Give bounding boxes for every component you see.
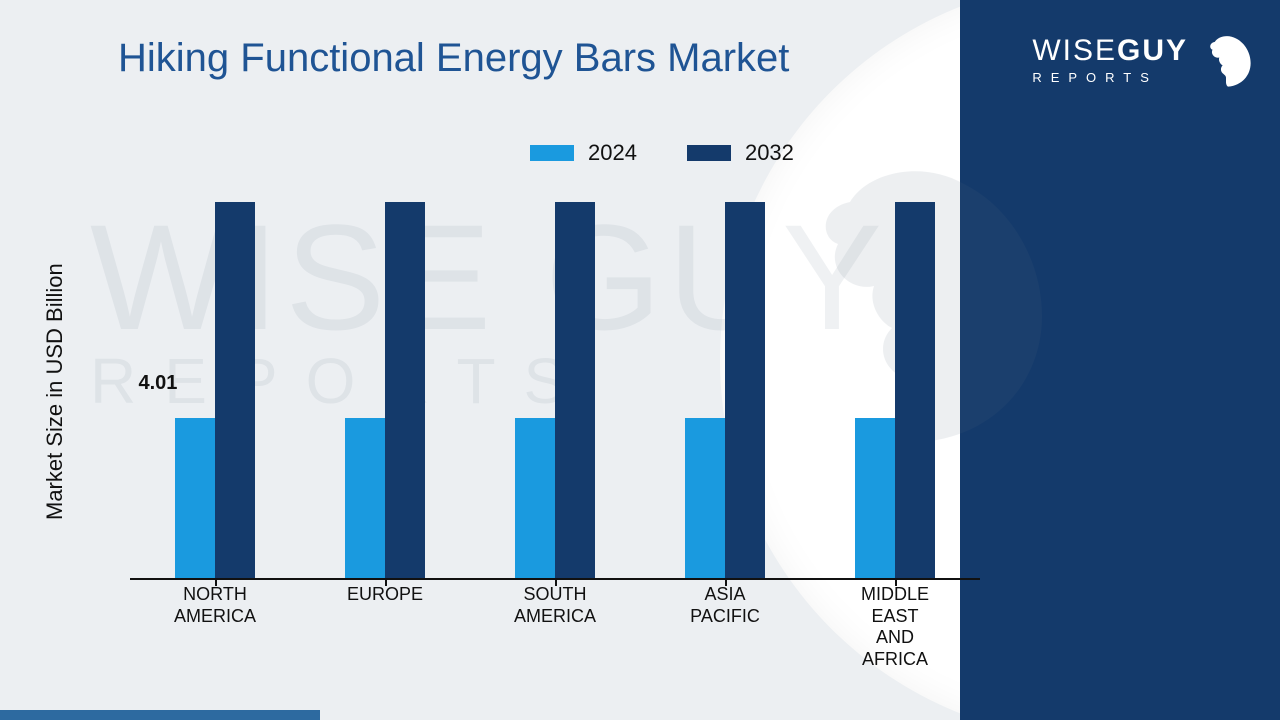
bar [895,202,935,578]
brand-logo: WISEGUY REPORTS [1032,34,1254,90]
bottom-accent-bar [0,710,320,720]
brand-subline: REPORTS [1032,70,1188,85]
x-axis-category-label: SOUTHAMERICA [479,584,632,670]
legend-label-2032: 2032 [745,140,794,166]
bar [385,202,425,578]
bar [515,418,555,578]
x-axis-category-label: ASIAPACIFIC [649,584,802,670]
chart-title: Hiking Functional Energy Bars Market [118,36,860,80]
x-axis-category-label: NORTHAMERICA [139,584,292,670]
legend-swatch-2024 [530,145,574,161]
bar [345,418,385,578]
bar-group [479,202,632,578]
bar-group: 4.01 [139,202,292,578]
bar-group [819,202,972,578]
bar [685,418,725,578]
bar [555,202,595,578]
y-axis-label: Market Size in USD Billion [42,202,68,582]
plot-region: 4.01 [130,180,980,580]
legend-label-2024: 2024 [588,140,637,166]
bar-group [309,202,462,578]
legend: 2024 2032 [530,140,794,166]
brand-word-1: WISE [1032,34,1117,67]
chart-area: Market Size in USD Billion 2024 2032 4.0… [60,140,980,700]
bar [855,418,895,578]
legend-swatch-2032 [687,145,731,161]
x-axis-labels: NORTHAMERICAEUROPESOUTHAMERICAASIAPACIFI… [130,584,980,670]
legend-item-2024: 2024 [530,140,637,166]
legend-item-2032: 2032 [687,140,794,166]
bar-value-label: 4.01 [139,372,178,395]
brand-word-2: GUY [1117,34,1188,67]
x-axis-category-label: MIDDLEEASTANDAFRICA [819,584,972,670]
bar [215,202,255,578]
right-navy-panel [960,0,1280,720]
bar-group [649,202,802,578]
x-axis-category-label: EUROPE [309,584,462,670]
bar [725,202,765,578]
bar [175,418,215,578]
stage: WISEGUY REPORTS [0,0,1280,720]
bar-groups: 4.01 [130,180,980,578]
brand-head-icon [1198,34,1254,90]
brand-text: WISEGUY REPORTS [1032,34,1188,85]
